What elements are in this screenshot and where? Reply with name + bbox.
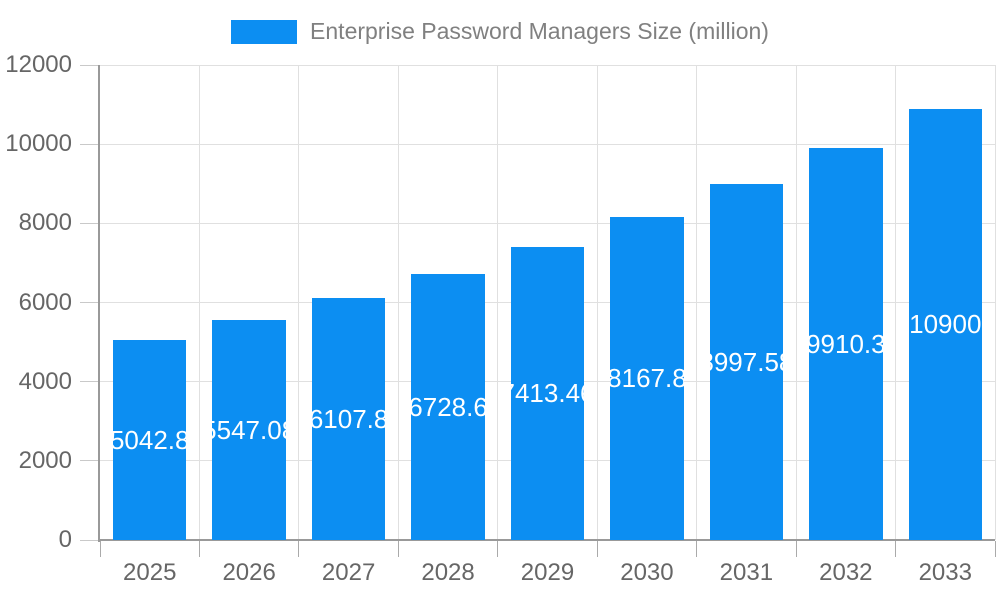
y-axis-tick-label: 4000 (18, 367, 72, 395)
bar-value-label-2029: 7413.46 (511, 378, 585, 409)
x-axis-tick-label: 2031 (719, 559, 774, 586)
plot-area: 0 2000 4000 6000 8000 10000 12000 5042.8 2025 554… (5, 53, 996, 585)
gridline-vertical (696, 65, 698, 540)
x-axis-tick-label: 2029 (520, 559, 575, 586)
y-axis-tick-label: 8000 (18, 209, 72, 237)
x-axis-tick (497, 541, 499, 557)
x-axis-tick (895, 541, 897, 557)
x-axis-tick-label: 2032 (819, 559, 873, 586)
y-axis-tick (80, 222, 98, 224)
x-axis-tick (99, 541, 101, 557)
gridline-vertical (198, 65, 200, 540)
x-axis-tick (795, 541, 797, 557)
x-axis-tick-label: 2026 (222, 559, 276, 586)
bar-value-label-2031: 8997.58 (710, 346, 784, 377)
gridline-vertical (298, 65, 300, 540)
bar-2028: 6728.6 (411, 273, 485, 540)
gridline-horizontal (100, 64, 995, 66)
bar-value-label-2033: 10900 (909, 309, 982, 340)
y-axis-tick-label: 10000 (5, 130, 72, 158)
gridline-horizontal (100, 143, 995, 145)
chart-title: Enterprise Password Managers Size (milli… (310, 18, 769, 45)
y-axis-tick-label: 6000 (18, 288, 72, 316)
gridline-vertical (397, 65, 399, 540)
x-axis-tick-label: 2025 (123, 559, 177, 586)
x-axis-tick (397, 541, 399, 557)
x-axis-tick (198, 541, 200, 557)
chart-legend: Enterprise Password Managers Size (milli… (0, 16, 1000, 48)
gridline-horizontal (100, 222, 995, 224)
x-axis-tick-label: 2027 (321, 559, 376, 586)
y-axis-tick (80, 460, 98, 462)
bar-2027: 6107.8 (311, 298, 386, 540)
bar-2029: 7413.46 (510, 246, 585, 540)
gridline-vertical (895, 65, 897, 540)
bar-2033: 10900 (908, 108, 983, 540)
x-axis-tick-label: 2033 (918, 559, 972, 586)
x-axis-tick (994, 541, 996, 557)
x-axis-tick-label: 2028 (421, 559, 475, 586)
y-axis-tick-label: 2000 (18, 446, 72, 474)
gridline-vertical (994, 65, 996, 540)
bar-2025: 5042.8 (112, 340, 187, 540)
x-axis-tick (696, 541, 698, 557)
y-axis-line (98, 65, 100, 542)
x-axis-line (98, 539, 995, 541)
y-axis-tick (80, 302, 98, 303)
bar-2032: 9910.3 (809, 147, 883, 540)
y-axis-tick (80, 539, 98, 541)
bar-value-label-2025: 5042.8 (112, 425, 187, 456)
gridline-vertical (596, 65, 598, 540)
legend-swatch (231, 20, 298, 44)
x-axis-tick (596, 541, 598, 557)
y-axis-tick (80, 143, 98, 145)
y-axis-tick-label: 0 (58, 526, 72, 553)
bar-2030: 8167.8 (610, 216, 684, 540)
bar-2031: 8997.58 (709, 183, 784, 540)
bar-value-label-2030: 8167.8 (610, 363, 684, 394)
y-axis-tick-label: 12000 (5, 51, 72, 78)
x-axis-tick-label: 2030 (620, 559, 674, 586)
y-axis-tick (80, 381, 98, 383)
bar-value-label-2028: 6728.6 (411, 391, 485, 422)
bar-value-label-2027: 6107.8 (311, 404, 386, 435)
y-axis-tick (80, 64, 98, 66)
bar-value-label-2032: 9910.3 (809, 328, 883, 359)
gridline-vertical (497, 65, 499, 540)
gridline-vertical (795, 65, 797, 540)
x-axis-tick (298, 541, 300, 557)
